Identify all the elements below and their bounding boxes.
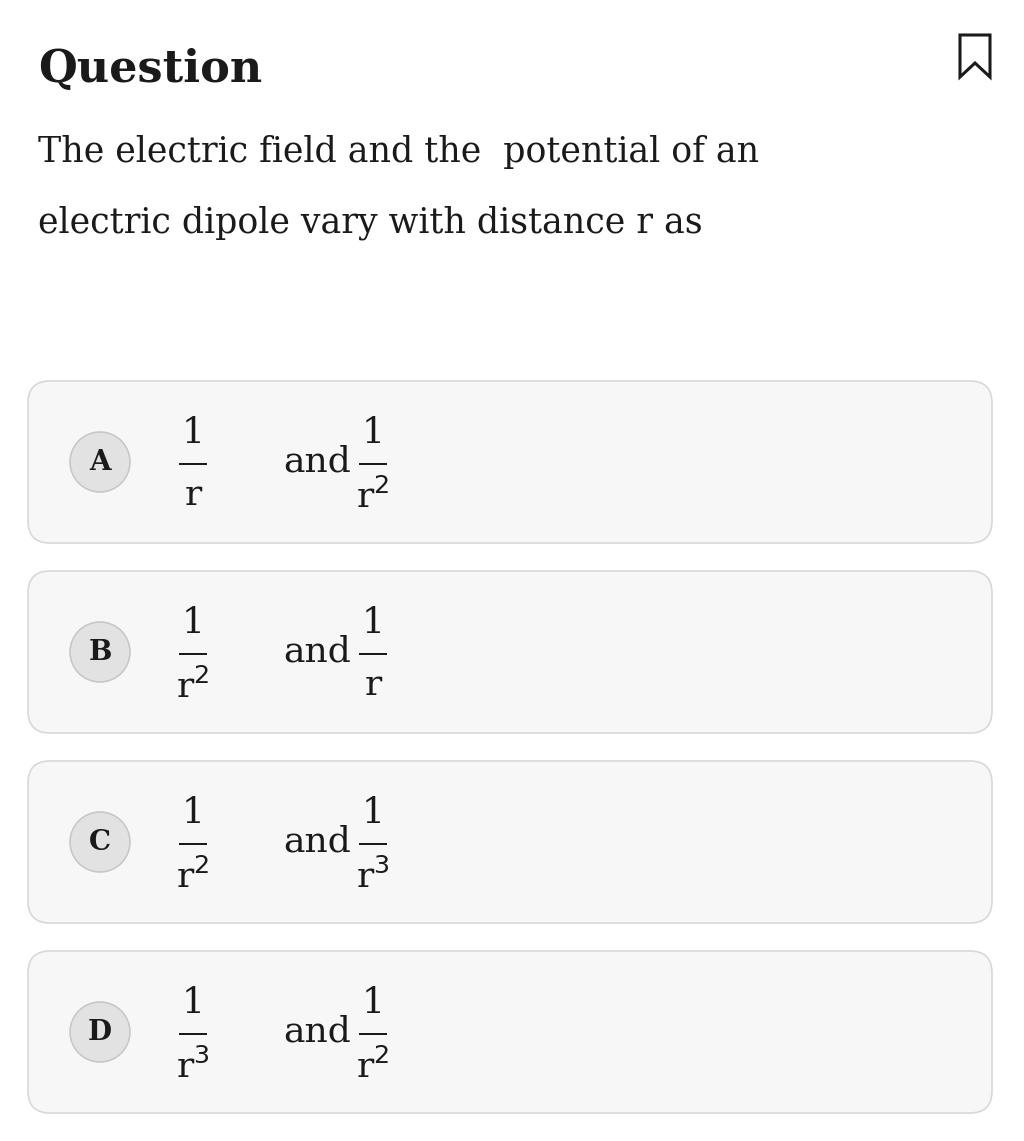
Text: The electric field and the  potential of an: The electric field and the potential of …: [38, 135, 759, 169]
Text: r$^2$: r$^2$: [176, 858, 210, 895]
Text: and: and: [283, 825, 351, 859]
Text: r: r: [184, 478, 202, 512]
Text: 1: 1: [181, 986, 205, 1020]
FancyBboxPatch shape: [358, 843, 387, 845]
FancyBboxPatch shape: [28, 950, 992, 1112]
FancyBboxPatch shape: [179, 1033, 207, 1035]
Text: 1: 1: [361, 415, 384, 450]
FancyBboxPatch shape: [179, 463, 207, 466]
Text: and: and: [283, 1015, 351, 1049]
Text: r: r: [365, 669, 382, 703]
Text: r$^2$: r$^2$: [356, 1049, 389, 1084]
FancyBboxPatch shape: [358, 463, 387, 466]
Text: r$^3$: r$^3$: [176, 1049, 210, 1084]
Circle shape: [70, 622, 130, 682]
Text: electric dipole vary with distance r as: electric dipole vary with distance r as: [38, 205, 702, 240]
FancyBboxPatch shape: [28, 570, 992, 733]
Text: 1: 1: [181, 795, 205, 830]
Circle shape: [70, 812, 130, 872]
Text: B: B: [88, 639, 112, 665]
Text: r$^3$: r$^3$: [356, 858, 390, 895]
Text: 1: 1: [181, 606, 205, 640]
Circle shape: [70, 1002, 130, 1062]
Text: C: C: [89, 828, 111, 856]
Text: Question: Question: [38, 48, 262, 91]
Text: 1: 1: [361, 795, 384, 830]
Text: r$^2$: r$^2$: [356, 478, 389, 515]
FancyBboxPatch shape: [28, 761, 992, 923]
FancyBboxPatch shape: [358, 653, 387, 655]
Text: and: and: [283, 636, 351, 669]
Text: 1: 1: [361, 606, 384, 640]
FancyBboxPatch shape: [28, 381, 992, 543]
FancyBboxPatch shape: [358, 1033, 387, 1035]
Text: 1: 1: [361, 986, 384, 1020]
Circle shape: [70, 432, 130, 492]
FancyBboxPatch shape: [179, 653, 207, 655]
Text: A: A: [89, 448, 111, 476]
Text: r$^2$: r$^2$: [176, 669, 210, 704]
Text: 1: 1: [181, 415, 205, 450]
FancyBboxPatch shape: [179, 843, 207, 845]
Text: D: D: [88, 1019, 112, 1045]
Text: and: and: [283, 445, 351, 479]
